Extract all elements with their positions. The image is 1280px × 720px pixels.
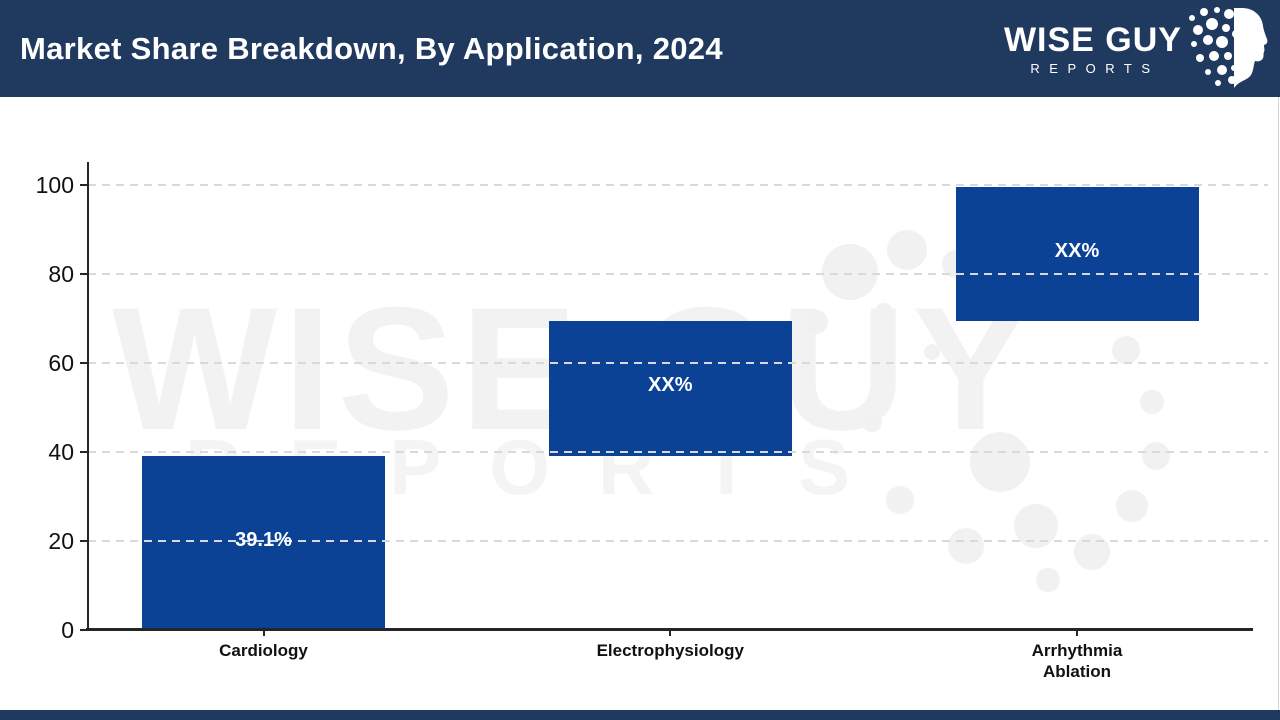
y-tick-0 [80, 629, 87, 631]
gridline-40 [88, 451, 1268, 453]
page-title: Market Share Breakdown, By Application, … [20, 30, 723, 66]
bar-value-label: 39.1% [235, 529, 292, 551]
bar-cardiology [142, 456, 385, 630]
x-tick-0 [262, 630, 265, 636]
watermark-dot [1036, 568, 1060, 592]
watermark-dot [804, 310, 828, 334]
bar-value-label: XX% [1054, 239, 1100, 262]
watermark-dot [1112, 336, 1140, 364]
watermark-dot [875, 303, 893, 321]
watermark-dot [1116, 490, 1148, 522]
face-dots-icon [1184, 4, 1268, 95]
brand-logo-line2: REPORTS [1030, 61, 1160, 76]
x-tick-1 [669, 630, 672, 636]
gridline-60 [88, 362, 1268, 364]
y-tick-20 [80, 540, 87, 542]
watermark-dot [948, 528, 984, 564]
y-tick-label-20: 20 [48, 528, 74, 554]
y-axis-line [87, 162, 89, 630]
bar-value-label: XX% [648, 374, 693, 397]
y-tick-label-60: 60 [48, 350, 74, 376]
watermark-dot [1140, 390, 1164, 414]
y-tick-40 [80, 451, 87, 453]
y-tick-100 [80, 184, 87, 186]
watermark-dot [886, 486, 914, 514]
watermark-dot [887, 230, 927, 270]
y-tick-label-80: 80 [48, 261, 74, 287]
x-axis-line [86, 628, 1253, 631]
brand-logo-text: WISE GUY REPORTS [1004, 23, 1182, 75]
y-tick-label-100: 100 [35, 172, 74, 198]
y-tick-80 [80, 273, 87, 275]
y-tick-label-0: 0 [61, 617, 74, 643]
x-tick-2 [1076, 630, 1078, 636]
bar-electrophysiology [548, 320, 792, 456]
footer-bar [0, 710, 1280, 720]
category-label-cardiology: Cardiology [219, 641, 308, 660]
gridline-100 [88, 184, 1268, 186]
y-tick-60 [80, 362, 87, 364]
bar-arrhythmia-ablation [955, 186, 1199, 321]
right-edge-hairline [1278, 97, 1279, 710]
gridline-80 [88, 273, 1268, 275]
watermark-dot [924, 344, 940, 360]
watermark-dot [862, 412, 882, 432]
brand-logo: WISE GUY REPORTS [1004, 6, 1268, 92]
watermark-dot [970, 432, 1030, 492]
watermark-dot [1142, 442, 1170, 470]
header-bar: Market Share Breakdown, By Application, … [0, 0, 1280, 97]
watermark-dot [822, 244, 878, 300]
category-label-arrhythmia-ablation: Arrhythmia Ablation [1031, 641, 1123, 682]
gridline-20 [88, 540, 1268, 542]
y-tick-label-40: 40 [48, 439, 74, 465]
category-label-electrophysiology: Electrophysiology [596, 641, 744, 660]
brand-logo-line1: WISE GUY [1003, 21, 1182, 59]
